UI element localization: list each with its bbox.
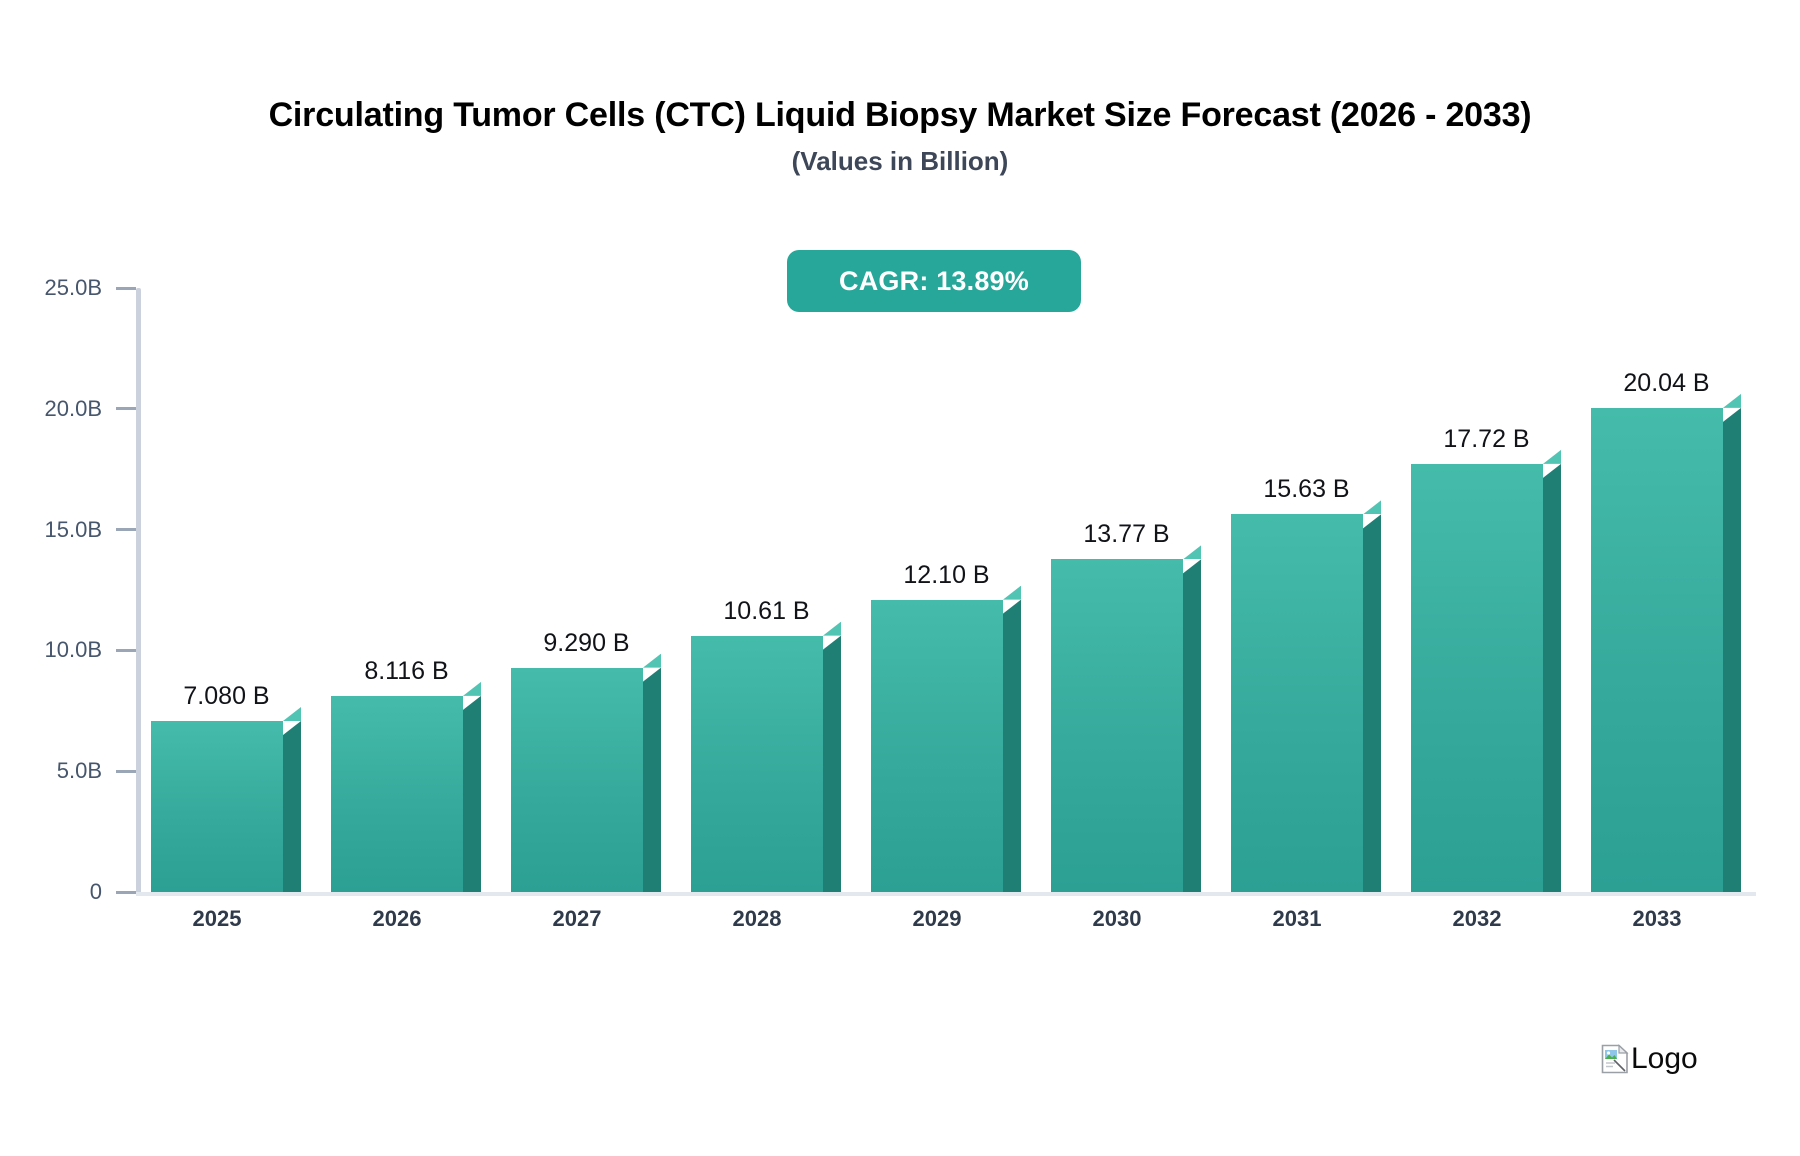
x-axis-label: 2026 — [372, 906, 422, 931]
cagr-badge: CAGR: 13.89% — [787, 250, 1081, 312]
x-axis-label: 2029 — [912, 906, 962, 931]
bar[interactable]: 17.72 B — [1411, 425, 1561, 892]
bar-value-label: 8.116 B — [364, 656, 449, 685]
bar-front-face — [1591, 407, 1723, 892]
bar-side-face — [1003, 599, 1021, 892]
plot-area: 0 5.0B 10.0B 15.0B 20.0B 25.0B 7.080 B 8.116 B… — [45, 275, 1756, 904]
bar[interactable]: 10.61 B — [691, 597, 841, 892]
bar[interactable]: 20.04 B — [1591, 369, 1741, 892]
bar-side-face — [1543, 463, 1561, 892]
bar-side-face — [643, 667, 661, 892]
y-axis-tick-label: 0 — [89, 879, 102, 904]
bar-front-face — [511, 667, 643, 892]
y-axis-line — [136, 288, 141, 896]
bar[interactable]: 13.77 B — [1051, 520, 1201, 892]
bar-value-label: 9.290 B — [543, 628, 630, 657]
bar-front-face — [1231, 514, 1363, 892]
bar-side-face — [1723, 407, 1741, 892]
bar-value-label: 13.77 B — [1083, 520, 1170, 549]
bar-side-face — [1183, 559, 1201, 892]
bar-front-face — [871, 599, 1003, 892]
bar-front-face — [691, 635, 823, 892]
bar-front-face — [1051, 559, 1183, 892]
bar-side-face — [1363, 514, 1381, 892]
bar-value-label: 17.72 B — [1443, 424, 1530, 453]
y-axis-tick-mark — [116, 648, 136, 652]
y-axis-tick-mark — [116, 890, 136, 894]
x-axis-label: 2031 — [1272, 906, 1322, 931]
x-axis-label: 2033 — [1632, 906, 1682, 931]
x-axis-label: 2028 — [732, 906, 782, 931]
y-axis-tick-label: 15.0B — [44, 516, 103, 542]
bar[interactable]: 12.10 B — [871, 561, 1021, 892]
x-axis-label: 2030 — [1092, 906, 1142, 931]
bar[interactable]: 9.290 B — [511, 629, 661, 892]
bar[interactable]: 8.116 B — [331, 657, 481, 892]
x-axis-label: 2032 — [1452, 906, 1502, 931]
title-block: Circulating Tumor Cells (CTC) Liquid Bio… — [0, 96, 1800, 177]
y-axis-tick-mark — [116, 286, 136, 290]
bar-value-label: 7.080 B — [183, 681, 270, 710]
bar-side-face — [283, 720, 301, 892]
page-title: Circulating Tumor Cells (CTC) Liquid Bio… — [268, 96, 1532, 134]
bar-side-face — [823, 635, 841, 892]
y-axis-tick-mark — [116, 769, 136, 773]
y-axis-tick-label: 20.0B — [44, 395, 103, 421]
x-axis-label: 2027 — [552, 906, 602, 931]
y-axis-tick-mark — [116, 528, 136, 532]
bar-front-face — [1411, 463, 1543, 892]
logo-label: Logo — [1631, 1042, 1698, 1075]
bar-value-label: 15.63 B — [1263, 475, 1350, 504]
bar-value-label: 10.61 B — [723, 596, 810, 625]
bar-value-label: 12.10 B — [903, 560, 990, 589]
x-axis-labels: 2025 2026 2027 2028 2029 2030 2031 2032 2033 — [136, 906, 1756, 946]
x-axis-label: 2025 — [192, 906, 242, 931]
logo: Logo — [1601, 1044, 1698, 1074]
y-axis-tick-label: 25.0B — [44, 275, 103, 300]
bar-series: 7.080 B 8.116 B 9.290 B 10.61 B 12.10 B 13.77… — [136, 288, 1756, 892]
bar-front-face — [151, 720, 283, 892]
bar-side-face — [463, 695, 481, 892]
x-axis-line — [136, 892, 1756, 896]
y-axis-tick-label: 10.0B — [44, 637, 103, 663]
bar-front-face — [331, 695, 463, 892]
broken-image-icon — [1601, 1044, 1629, 1074]
chart-subtitle: (Values in Billion) — [791, 146, 1009, 177]
y-axis-tick-mark — [116, 407, 136, 411]
bar-value-label: 20.04 B — [1623, 368, 1710, 397]
bar[interactable]: 15.63 B — [1231, 475, 1381, 892]
bar[interactable]: 7.080 B — [151, 682, 301, 892]
y-axis-tick-label: 5.0B — [56, 758, 102, 784]
